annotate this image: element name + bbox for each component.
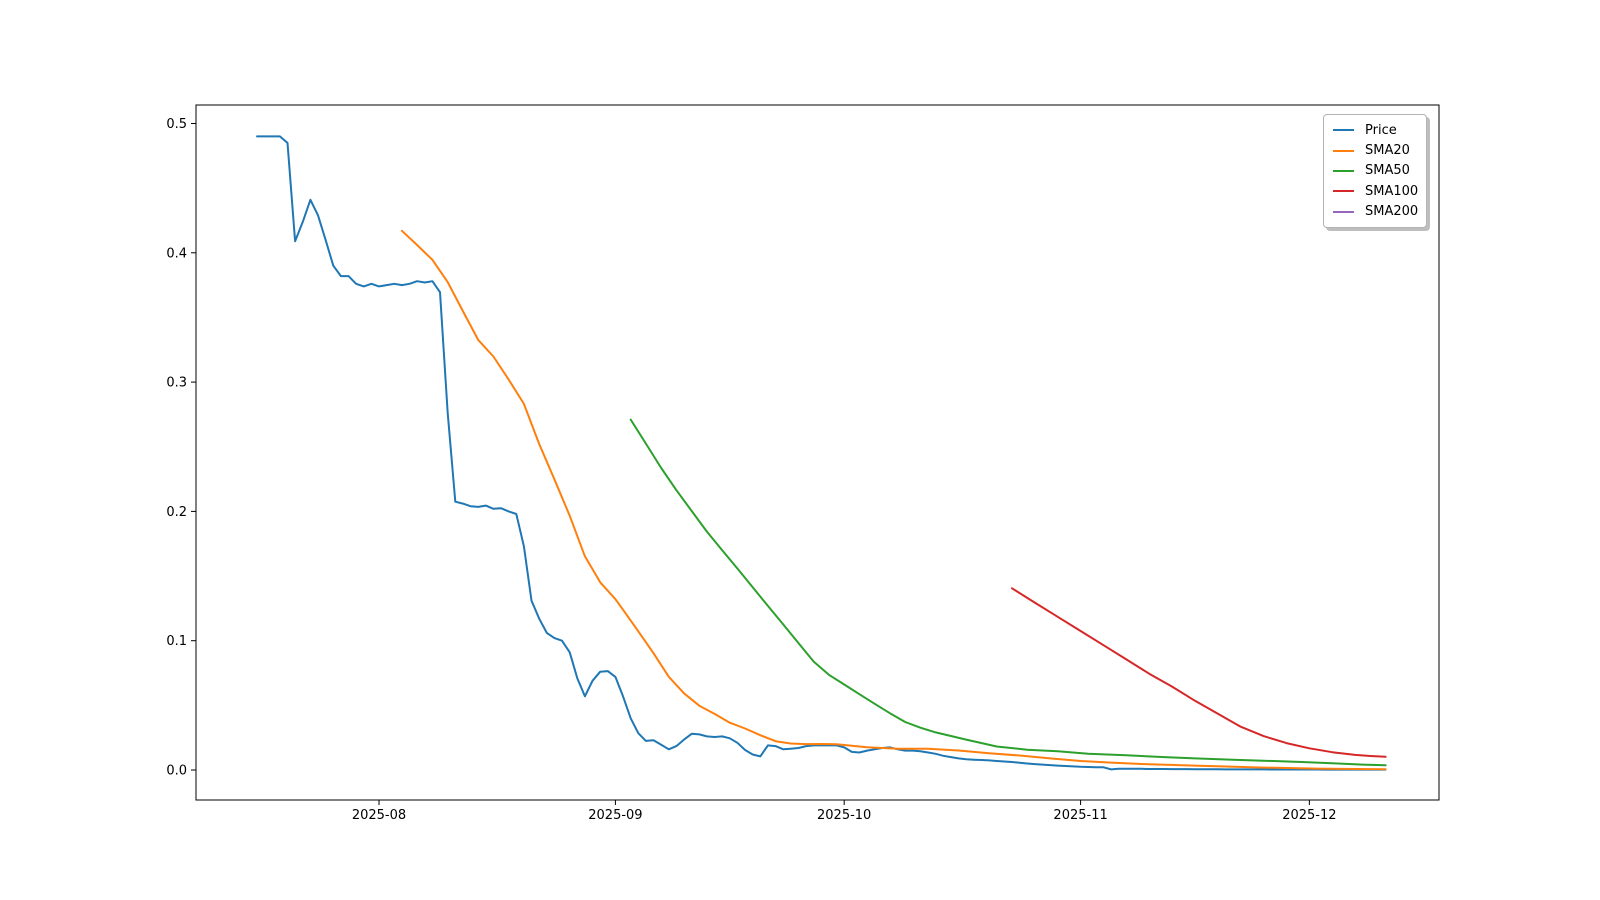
y-tick-label: 0.1 (166, 634, 187, 649)
legend-entry-label: SMA50 (1365, 163, 1410, 179)
series-line-sma50 (629, 418, 1387, 767)
axes-layer: 0.0 0.1 0.2 0.3 0.4 0.5 2025-08 2025-09 2025-10 2… (166, 104, 1440, 823)
legend: Price SMA20 SMA50 SMA100 SMA200 (1323, 114, 1428, 228)
x-tick-label: 2025-08 (352, 808, 406, 823)
legend-line-swatch (1333, 149, 1354, 152)
x-tick-label: 2025-12 (1282, 808, 1336, 823)
y-tick-label: 0.2 (166, 505, 187, 520)
x-tick-label: 2025-09 (588, 808, 642, 823)
y-tick-label: 0.3 (166, 376, 187, 391)
x-tick-label: 2025-11 (1053, 808, 1107, 823)
legend-entry-label: Price (1365, 122, 1397, 138)
legend-entry-label: SMA100 (1365, 183, 1419, 199)
legend-entry: SMA20 (1333, 140, 1418, 160)
legend-entry: Price (1333, 120, 1418, 140)
legend-entry: SMA50 (1333, 161, 1418, 181)
legend-entry: SMA100 (1333, 181, 1418, 201)
legend-line-swatch (1333, 129, 1354, 132)
legend-line-swatch (1333, 169, 1354, 172)
legend-entry-label: SMA200 (1365, 204, 1419, 220)
legend-entry: SMA200 (1333, 202, 1418, 222)
series-line-sma100 (1011, 587, 1387, 758)
legend-line-swatch (1333, 190, 1354, 193)
y-tick-label: 0.5 (166, 117, 187, 132)
series-line-sma20 (400, 229, 1387, 771)
legend-line-swatch (1333, 210, 1354, 213)
plot-border (195, 104, 1440, 801)
legend-entry-label: SMA20 (1365, 143, 1410, 159)
y-tick-label: 0.4 (166, 246, 187, 261)
x-tick-label: 2025-10 (817, 808, 871, 823)
series-line-price (256, 135, 1387, 771)
series-layer (256, 135, 1387, 771)
y-tick-label: 0.0 (166, 764, 187, 779)
